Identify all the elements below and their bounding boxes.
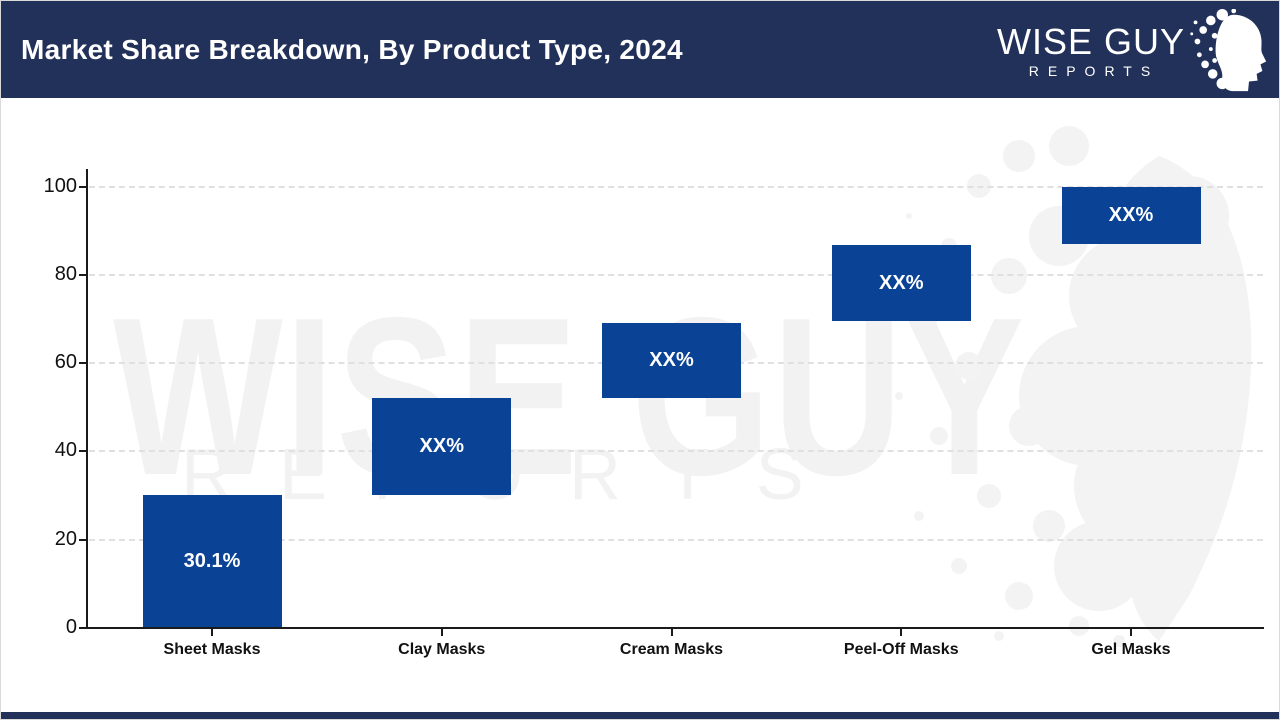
y-tick-label-100: 100 xyxy=(43,174,77,197)
gridline-100 xyxy=(89,185,1263,188)
bar-value-label-sheet-masks: 30.1% xyxy=(183,550,241,573)
y-tick-mark-40 xyxy=(79,450,87,453)
bar-value-label-clay-masks: XX% xyxy=(419,435,464,458)
bar-value-label-cream-masks: XX% xyxy=(649,349,694,371)
watermark-head-dots-icon xyxy=(886,126,1252,647)
logo-wordmark: WISE GUY REPORTS xyxy=(997,23,1185,79)
y-tick-mark-0 xyxy=(79,627,87,629)
y-tick-mark-80 xyxy=(79,273,87,276)
page-title: Market Share Breakdown, By Product Type,… xyxy=(21,33,683,65)
bar-peel-off-masks: XX% xyxy=(831,245,971,321)
bar-clay-masks: XX% xyxy=(372,398,512,496)
logo-wiseguy-text: WISE GUY xyxy=(996,21,1185,63)
gridline-20 xyxy=(89,538,1263,541)
x-category-label-cream-masks: Cream Masks xyxy=(619,641,724,658)
x-category-label-peel-off-masks: Peel-Off Masks xyxy=(843,641,959,658)
x-category-label-clay-masks: Clay Masks xyxy=(398,641,486,658)
y-tick-label-20: 20 xyxy=(54,527,77,550)
x-tick-mark-sheet-masks xyxy=(211,628,213,636)
gridline-40 xyxy=(89,450,1263,453)
x-tick-mark-clay-masks xyxy=(440,628,443,636)
footer-bar xyxy=(1,712,1279,719)
y-tick-mark-100 xyxy=(79,185,87,188)
y-tick-mark-60 xyxy=(79,362,87,365)
y-tick-label-60: 60 xyxy=(54,351,77,374)
x-axis-line xyxy=(86,627,1264,629)
y-tick-label-80: 80 xyxy=(54,262,77,285)
x-tick-mark-gel-masks xyxy=(1130,628,1132,636)
gridline-80 xyxy=(89,273,1263,276)
x-tick-mark-cream-masks xyxy=(670,628,673,636)
y-axis-line xyxy=(86,169,88,629)
x-tick-mark-peel-off-masks xyxy=(900,628,903,636)
logo-head-icon xyxy=(1190,9,1267,92)
bar-value-label-gel-masks: XX% xyxy=(1108,203,1154,226)
wise-guy-logo: WISE GUY REPORTS xyxy=(997,9,1267,93)
bar-cream-masks: XX% xyxy=(602,322,741,399)
y-tick-mark-20 xyxy=(79,538,87,541)
bar-sheet-masks: 30.1% xyxy=(142,495,282,628)
x-category-label-gel-masks: Gel Masks xyxy=(1091,641,1171,658)
header-bar: Market Share Breakdown, By Product Type,… xyxy=(1,1,1279,98)
logo-reports-text: REPORTS xyxy=(1028,62,1160,79)
y-tick-label-0: 0 xyxy=(65,616,77,638)
watermark-wiseguy-text: WISE GUY xyxy=(113,270,1026,522)
bar-gel-masks: XX% xyxy=(1061,186,1201,244)
y-tick-label-40: 40 xyxy=(54,439,77,462)
bar-value-label-peel-off-masks: XX% xyxy=(879,271,924,294)
x-category-label-sheet-masks: Sheet Masks xyxy=(163,641,261,658)
